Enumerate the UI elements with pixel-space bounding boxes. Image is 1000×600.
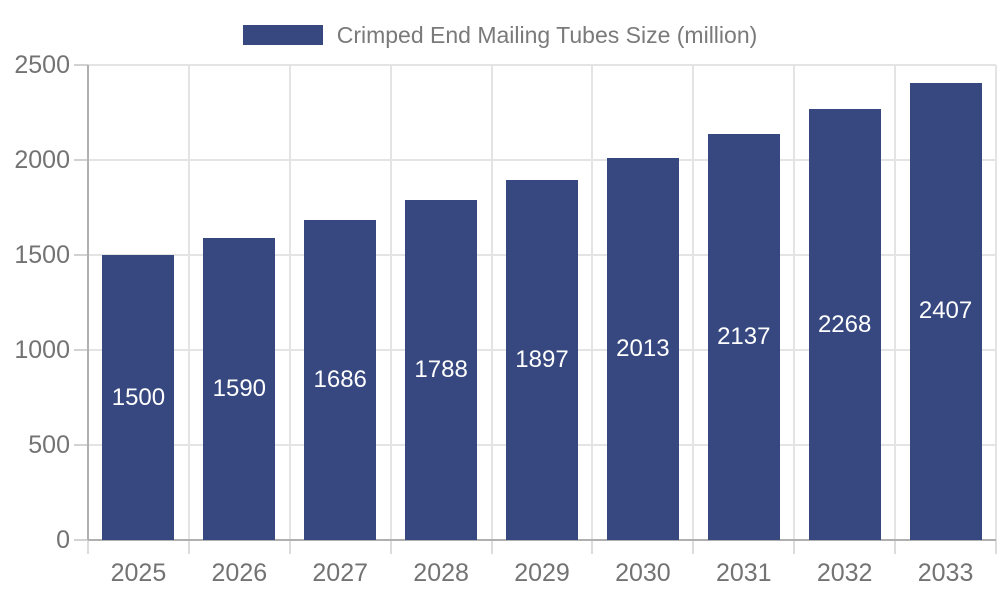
gridline-horizontal xyxy=(88,159,996,161)
y-axis-tick-label: 1000 xyxy=(14,336,70,364)
bar-2032[interactable] xyxy=(808,109,881,540)
x-axis-tick xyxy=(995,540,997,554)
x-axis-tick-label: 2029 xyxy=(514,559,570,587)
y-axis-tick xyxy=(74,64,88,66)
gridline-vertical xyxy=(389,65,392,540)
bar-2027[interactable] xyxy=(304,219,377,540)
legend-label: Crimped End Mailing Tubes Size (million) xyxy=(336,21,758,48)
gridline-vertical xyxy=(793,65,796,540)
gridline-vertical xyxy=(591,65,594,540)
x-axis-tick xyxy=(490,540,493,554)
bar-value-label: 2137 xyxy=(717,322,771,350)
bar-2033[interactable] xyxy=(909,82,982,540)
bar-value-label: 1897 xyxy=(515,345,569,373)
bar-2030[interactable] xyxy=(606,157,679,540)
y-axis-tick-label: 0 xyxy=(56,526,70,554)
legend-item[interactable]: Crimped End Mailing Tubes Size (million) xyxy=(0,22,1000,48)
gridline-vertical xyxy=(288,65,291,540)
x-axis-tick-label: 2032 xyxy=(816,559,873,587)
x-axis-tick-label: 2031 xyxy=(715,559,772,587)
bar-value-label: 2407 xyxy=(918,297,973,325)
x-axis-tick xyxy=(793,540,796,554)
bar-2028[interactable] xyxy=(405,200,478,540)
y-axis-tick-label: 500 xyxy=(28,431,70,459)
gridline-horizontal xyxy=(88,64,996,66)
x-axis-tick-label: 2033 xyxy=(917,559,974,587)
y-axis-tick-label: 2000 xyxy=(14,146,70,174)
x-axis-tick xyxy=(894,540,897,554)
gridline-vertical xyxy=(692,65,695,540)
x-axis-tick xyxy=(187,540,190,554)
y-axis-tick-label: 1500 xyxy=(14,241,70,269)
bar-value-label: 1788 xyxy=(414,356,468,384)
bar-2031[interactable] xyxy=(707,133,780,540)
x-axis-tick xyxy=(288,540,291,554)
y-axis-tick xyxy=(74,349,88,351)
x-axis-tick-label: 2028 xyxy=(413,559,469,587)
y-axis-line xyxy=(87,65,89,540)
x-axis-tick xyxy=(692,540,695,554)
x-axis-tick-label: 2030 xyxy=(615,559,671,587)
x-axis-tick xyxy=(87,540,89,554)
y-axis-tick xyxy=(74,254,88,256)
bar-2025[interactable] xyxy=(102,255,175,540)
x-axis-tick-label: 2027 xyxy=(312,559,369,587)
bar-value-label: 1686 xyxy=(313,365,367,393)
gridline-vertical xyxy=(187,65,190,540)
x-axis-tick-label: 2025 xyxy=(110,559,167,587)
gridline-vertical xyxy=(995,65,997,540)
x-axis-tick xyxy=(389,540,392,554)
x-axis-line xyxy=(88,539,996,541)
y-axis-tick xyxy=(74,444,88,446)
y-axis-tick xyxy=(74,539,88,541)
legend-swatch xyxy=(242,25,323,45)
bar-value-label: 2013 xyxy=(616,334,670,362)
bar-value-label: 2268 xyxy=(817,310,872,338)
gridline-vertical xyxy=(490,65,493,540)
x-axis-tick-label: 2026 xyxy=(211,559,268,587)
bar-value-label: 1590 xyxy=(212,374,267,402)
y-axis-tick-label: 2500 xyxy=(14,51,70,79)
gridline-vertical xyxy=(894,65,897,540)
bar-2029[interactable] xyxy=(506,179,578,540)
bar-value-label: 1500 xyxy=(111,383,166,411)
y-axis-tick xyxy=(74,159,88,161)
bar-2026[interactable] xyxy=(203,237,276,540)
x-axis-tick xyxy=(591,540,594,554)
